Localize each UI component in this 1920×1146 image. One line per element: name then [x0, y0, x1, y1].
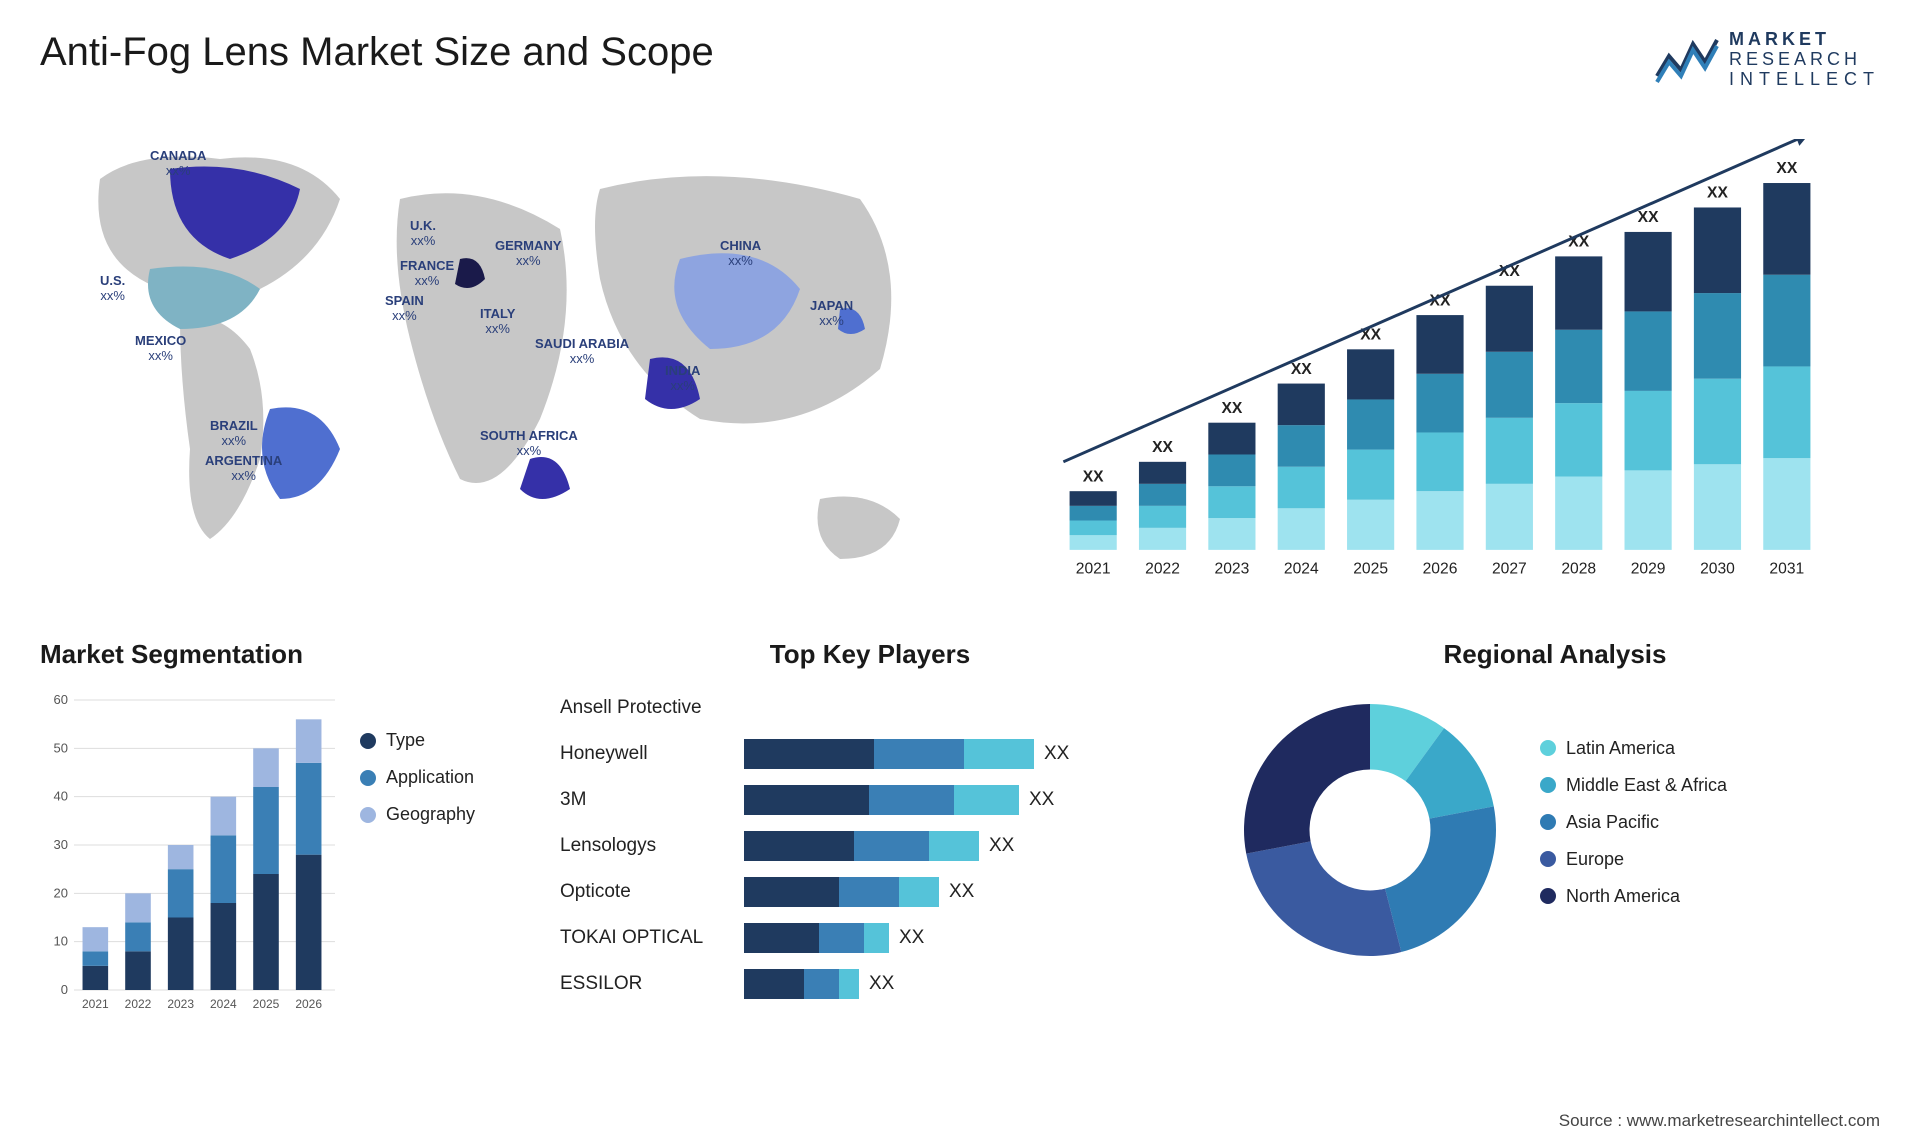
svg-text:XX: XX: [1152, 439, 1173, 456]
svg-text:2027: 2027: [1492, 561, 1527, 578]
svg-text:2022: 2022: [1145, 561, 1180, 578]
map-country-label: U.S.xx%: [100, 274, 125, 303]
key-players-chart: Ansell Protective HoneywellXX 3MXX Lensolog…: [560, 690, 1180, 1002]
svg-text:2029: 2029: [1631, 561, 1666, 578]
legend-item: North America: [1540, 886, 1880, 907]
legend-item: Type: [360, 730, 510, 751]
svg-text:40: 40: [54, 789, 68, 804]
svg-text:0: 0: [61, 982, 68, 997]
svg-text:30: 30: [54, 837, 68, 852]
svg-text:XX: XX: [1707, 185, 1728, 202]
svg-text:60: 60: [54, 692, 68, 707]
svg-text:XX: XX: [1638, 210, 1659, 227]
svg-text:2025: 2025: [253, 997, 280, 1011]
svg-text:2030: 2030: [1700, 561, 1735, 578]
logo-mark-icon: [1655, 36, 1719, 84]
svg-text:2023: 2023: [1214, 561, 1249, 578]
svg-text:2023: 2023: [167, 997, 194, 1011]
map-country-label: SOUTH AFRICAxx%: [480, 429, 578, 458]
map-country-label: ITALYxx%: [480, 307, 515, 336]
key-players-title: Top Key Players: [560, 639, 1180, 670]
map-country-label: INDIAxx%: [665, 364, 700, 393]
svg-text:2031: 2031: [1769, 561, 1804, 578]
logo-line-2: RESEARCH: [1729, 50, 1880, 70]
map-country-label: CHINAxx%: [720, 239, 761, 268]
svg-text:2026: 2026: [295, 997, 322, 1011]
segmentation-legend: Type Application Geography: [360, 690, 510, 1020]
svg-text:2022: 2022: [125, 997, 152, 1011]
legend-item: Latin America: [1540, 738, 1880, 759]
regional-donut: [1230, 690, 1510, 970]
regional-legend: Latin America Middle East & Africa Asia Pa…: [1540, 738, 1880, 923]
svg-text:2024: 2024: [1284, 561, 1319, 578]
world-map: CANADAxx% U.S.xx% MEXICOxx% BRAZILxx% ARGENT…: [40, 119, 940, 599]
map-country-label: ARGENTINAxx%: [205, 454, 282, 483]
regional-title: Regional Analysis: [1230, 639, 1880, 670]
legend-item: Geography: [360, 804, 510, 825]
legend-item: Europe: [1540, 849, 1880, 870]
svg-text:2028: 2028: [1561, 561, 1596, 578]
source-label: Source : www.marketresearchintellect.com: [1559, 1111, 1880, 1131]
logo-line-1: MARKET: [1729, 30, 1880, 50]
svg-text:2025: 2025: [1353, 561, 1388, 578]
map-country-label: FRANCExx%: [400, 259, 454, 288]
brand-logo: MARKET RESEARCH INTELLECT: [1655, 30, 1880, 89]
svg-text:XX: XX: [1291, 361, 1312, 378]
svg-text:2021: 2021: [1076, 561, 1111, 578]
logo-line-3: INTELLECT: [1729, 70, 1880, 90]
map-country-label: SPAINxx%: [385, 294, 424, 323]
svg-text:2024: 2024: [210, 997, 237, 1011]
segmentation-title: Market Segmentation: [40, 639, 510, 670]
map-country-label: BRAZILxx%: [210, 419, 258, 448]
legend-item: Middle East & Africa: [1540, 775, 1880, 796]
svg-text:10: 10: [54, 934, 68, 949]
key-player-row: Ansell Protective: [560, 690, 1180, 726]
map-country-label: SAUDI ARABIAxx%: [535, 337, 629, 366]
svg-text:XX: XX: [1776, 161, 1797, 178]
svg-text:50: 50: [54, 741, 68, 756]
page-title: Anti-Fog Lens Market Size and Scope: [40, 30, 714, 75]
map-country-label: U.K.xx%: [410, 219, 436, 248]
key-player-row: TOKAI OPTICALXX: [560, 920, 1180, 956]
segmentation-chart: 0 10 20 30 40 50 60 2021 2022 2023 2024 2025 2026: [40, 690, 340, 1020]
map-country-label: JAPANxx%: [810, 299, 853, 328]
map-country-label: CANADAxx%: [150, 149, 206, 178]
svg-text:2026: 2026: [1423, 561, 1458, 578]
svg-text:XX: XX: [1221, 400, 1242, 417]
growth-chart: XX 2021 XX 2022 XX 2023 XX 2024 XX 2025 XX 2026 XX 20…: [1000, 119, 1880, 599]
svg-text:2021: 2021: [82, 997, 109, 1011]
legend-item: Asia Pacific: [1540, 812, 1880, 833]
svg-text:20: 20: [54, 886, 68, 901]
map-country-label: GERMANYxx%: [495, 239, 561, 268]
key-player-row: HoneywellXX: [560, 736, 1180, 772]
key-player-row: 3MXX: [560, 782, 1180, 818]
svg-text:XX: XX: [1083, 469, 1104, 486]
key-player-row: OpticoteXX: [560, 874, 1180, 910]
key-player-row: LensologysXX: [560, 828, 1180, 864]
legend-item: Application: [360, 767, 510, 788]
map-country-label: MEXICOxx%: [135, 334, 186, 363]
key-player-row: ESSILORXX: [560, 966, 1180, 1002]
